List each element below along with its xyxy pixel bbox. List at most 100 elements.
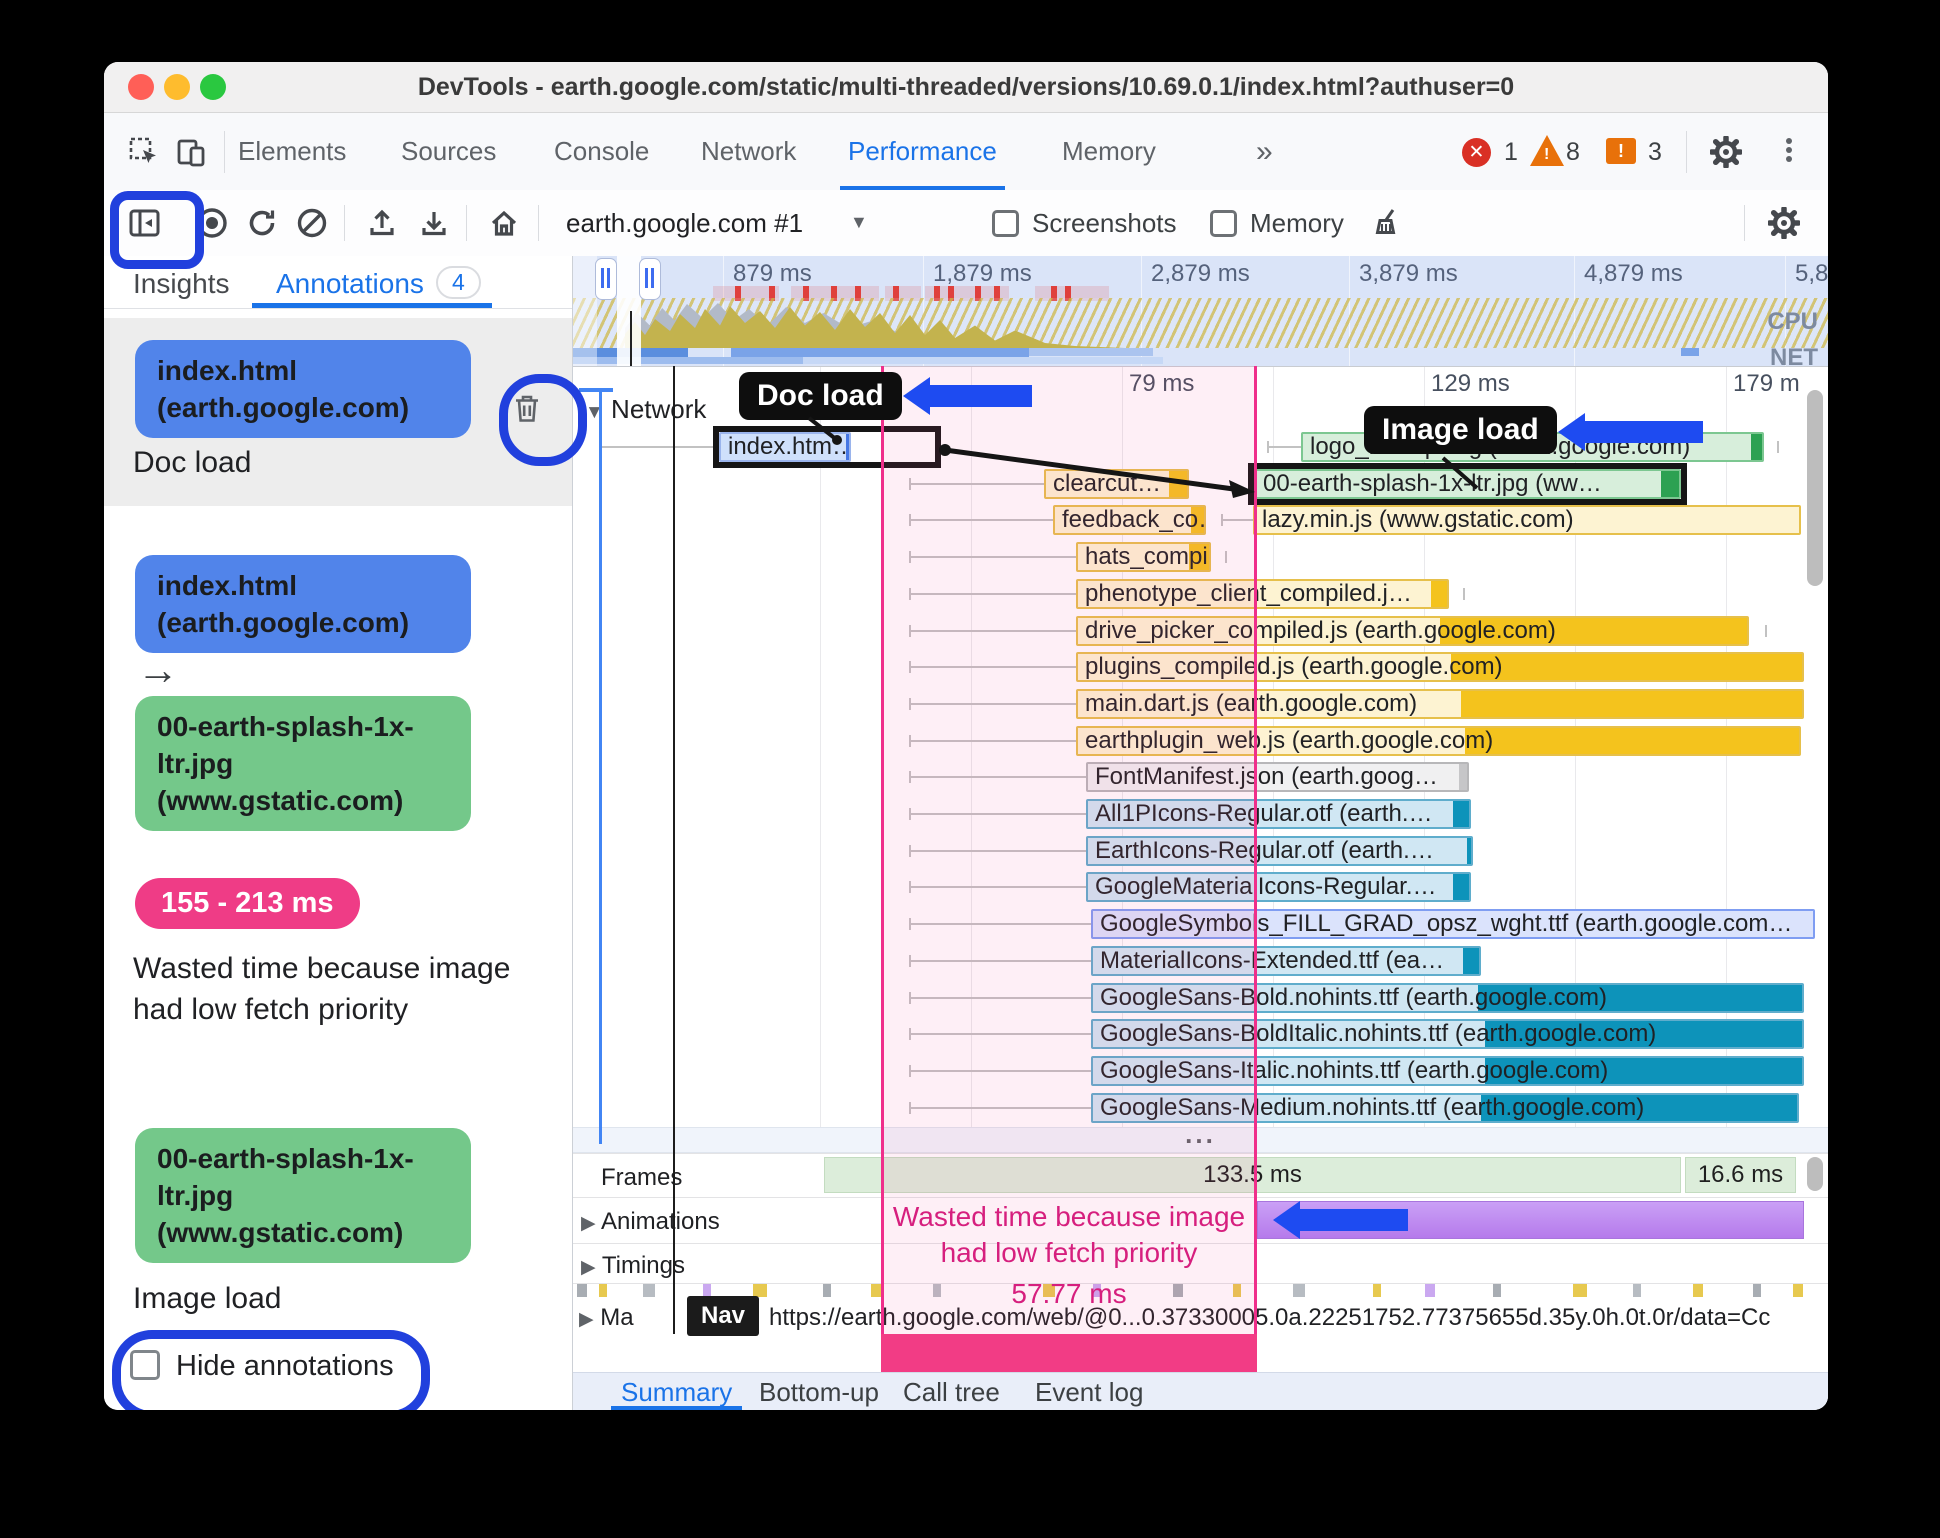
nav-marker[interactable]: Nav [687, 1296, 760, 1336]
toggle-sidebar-button[interactable] [128, 207, 161, 239]
network-request-bar[interactable]: earthplugin_web.js (earth.google.com) [1076, 726, 1801, 756]
annotation-label-image-load: Image load [133, 1282, 282, 1315]
image-load-annotation-label[interactable]: Image load [1364, 406, 1557, 454]
timeline-overview[interactable]: 879 ms 1,879 ms 2,879 ms 3,879 ms 4,879 ms 5,… [573, 256, 1828, 367]
network-request-bar[interactable]: 00-earth-splash-1x-ltr.jpg (ww… [1254, 469, 1681, 499]
history-selector[interactable]: earth.google.com #1 [566, 208, 804, 238]
time-range-badge[interactable]: 155 - 213 ms [135, 878, 360, 929]
home-icon[interactable] [488, 207, 520, 239]
network-request-bar[interactable]: plugins_compiled.js (earth.google.com) [1076, 652, 1804, 682]
request-label: GoogleSans-BoldItalic.nohints.ttf (earth… [1100, 1020, 1657, 1047]
tab-performance[interactable]: Performance [840, 113, 1005, 190]
issues-icon[interactable]: ! [1606, 138, 1636, 164]
bottom-tab-call-tree[interactable]: Call tree [903, 1376, 1000, 1407]
network-request-bar[interactable]: hats_compile… [1076, 542, 1211, 572]
network-request-bar[interactable]: MaterialIcons-Extended.ttf (ea… [1091, 946, 1481, 976]
image-load-connector [1441, 456, 1479, 490]
network-overflow-row[interactable]: ... [573, 1121, 1828, 1153]
issues-count[interactable]: 3 [1648, 138, 1662, 166]
frame-bar[interactable]: 16.6 ms [1685, 1157, 1796, 1193]
annotation-chip-link-to[interactable]: 00-earth-splash-1x-ltr.jpg (www.gstatic.… [135, 696, 471, 831]
animations-track-header[interactable]: ▶ Animations [581, 1208, 720, 1236]
error-count[interactable]: 1 [1504, 138, 1518, 166]
network-request-bar[interactable]: All1PIcons-Regular.otf (earth.… [1086, 799, 1471, 829]
collect-garbage-icon[interactable] [1370, 207, 1402, 239]
tab-memory[interactable]: Memory [1062, 136, 1156, 166]
bottom-tab-bottom-up[interactable]: Bottom-up [759, 1376, 879, 1407]
devtools-tab-bar: Elements Sources Console Network Performance… [104, 113, 1828, 191]
network-request-bar[interactable]: GoogleMaterialIcons-Regular.… [1086, 872, 1471, 902]
network-request-bar[interactable]: lazy.min.js (www.gstatic.com) [1253, 505, 1801, 535]
tab-sources[interactable]: Sources [401, 136, 497, 166]
kebab-menu-icon[interactable] [1786, 135, 1792, 165]
hide-annotations-checkbox[interactable] [130, 1350, 160, 1380]
annotation-chip-index-html[interactable]: index.html (earth.google.com) [135, 340, 471, 438]
save-profile-icon[interactable] [418, 207, 450, 239]
error-icon[interactable]: ✕ [1462, 138, 1491, 167]
warning-icon[interactable] [1530, 135, 1564, 166]
network-scrollbar[interactable] [1807, 390, 1823, 586]
tab-insights[interactable]: Insights [133, 268, 230, 299]
frames-track-label[interactable]: Frames [601, 1164, 683, 1191]
network-request-bar[interactable]: index.htm… [719, 432, 851, 462]
clear-button[interactable] [296, 207, 328, 239]
delete-annotation-button[interactable] [511, 392, 543, 426]
main-track-header[interactable]: ▶ Ma [579, 1304, 634, 1332]
overview-tick-label: 1,879 ms [933, 260, 1032, 287]
screenshots-checkbox[interactable] [992, 210, 1019, 237]
capture-settings-gear-icon[interactable] [1768, 207, 1800, 239]
close-window-button[interactable] [128, 74, 154, 100]
wasted-time-text-line1: Wasted time because image [892, 1201, 1246, 1232]
request-label: index.htm… [728, 433, 851, 460]
timings-track-header[interactable]: ▶ Timings [581, 1252, 685, 1280]
network-request-bar[interactable]: GoogleSans-Italic.nohints.ttf (earth.goo… [1091, 1056, 1804, 1086]
record-and-reload-button[interactable] [246, 207, 278, 239]
overview-handle-left[interactable] [595, 258, 617, 300]
network-request-bar[interactable]: drive_picker_compiled.js (earth.google.c… [1076, 616, 1749, 646]
network-request-bar[interactable]: GoogleSymbols_FILL_GRAD_opsz_wght.ttf (e… [1091, 909, 1815, 939]
annotation-chip-link-from[interactable]: index.html (earth.google.com) [135, 555, 471, 653]
net-activity-bar [1029, 348, 1153, 356]
tab-elements[interactable]: Elements [238, 136, 347, 166]
tab-console[interactable]: Console [554, 136, 650, 166]
timeline-gridline [971, 366, 972, 1150]
frames-scrollbar[interactable] [1807, 1157, 1823, 1191]
record-button[interactable] [196, 207, 228, 239]
warning-count[interactable]: 8 [1566, 138, 1580, 166]
network-track-header[interactable]: ▼ Network [585, 394, 706, 425]
network-request-bar[interactable]: GoogleSans-Bold.nohints.ttf (earth.googl… [1091, 983, 1804, 1013]
bottom-tab-summary[interactable]: Summary [610, 1373, 743, 1410]
network-request-bar[interactable]: phenotype_client_compiled.j… [1076, 579, 1449, 609]
request-label: earthplugin_web.js (earth.google.com) [1085, 727, 1494, 754]
long-task-strip [925, 286, 1009, 301]
minimize-window-button[interactable] [164, 74, 190, 100]
request-whisker [909, 630, 1076, 632]
network-request-bar[interactable]: main.dart.js (earth.google.com) [1076, 689, 1804, 719]
overview-handle-right[interactable] [639, 258, 661, 300]
inspect-element-icon[interactable] [128, 136, 160, 168]
annotation-chip-splash-image[interactable]: 00-earth-splash-1x-ltr.jpg (www.gstatic.… [135, 1128, 471, 1263]
frame-bar[interactable]: 133.5 ms [824, 1157, 1681, 1193]
tab-annotations[interactable]: Annotations [276, 268, 424, 299]
request-label: GoogleMaterialIcons-Regular.… [1095, 873, 1437, 900]
device-toolbar-icon[interactable] [176, 136, 208, 168]
request-label: plugins_compiled.js (earth.google.com) [1085, 653, 1503, 680]
doc-load-annotation-label[interactable]: Doc load [739, 372, 902, 420]
network-request-bar[interactable]: EarthIcons-Regular.otf (earth.… [1086, 836, 1473, 866]
network-request-bar[interactable]: feedback_co… [1053, 505, 1206, 535]
network-request-bar[interactable]: FontManifest.json (earth.goog… [1086, 762, 1469, 792]
more-tabs-icon[interactable]: » [1256, 134, 1273, 168]
filmstrip-tick [1293, 1284, 1305, 1297]
load-profile-icon[interactable] [366, 207, 398, 239]
memory-checkbox[interactable] [1210, 210, 1237, 237]
network-request-bar[interactable]: GoogleSans-Medium.nohints.ttf (earth.goo… [1091, 1093, 1799, 1123]
bottom-tab-event-log[interactable]: Event log [1035, 1376, 1144, 1407]
request-whisker-tick [909, 735, 911, 747]
network-request-bar[interactable]: GoogleSans-BoldItalic.nohints.ttf (earth… [1091, 1019, 1804, 1049]
chevron-down-icon[interactable]: ▼ [850, 212, 868, 232]
tab-network[interactable]: Network [701, 136, 797, 166]
request-download-segment [1467, 838, 1471, 864]
settings-gear-icon[interactable] [1710, 136, 1742, 168]
zoom-window-button[interactable] [200, 74, 226, 100]
net-lane-label: NET [1770, 344, 1818, 367]
